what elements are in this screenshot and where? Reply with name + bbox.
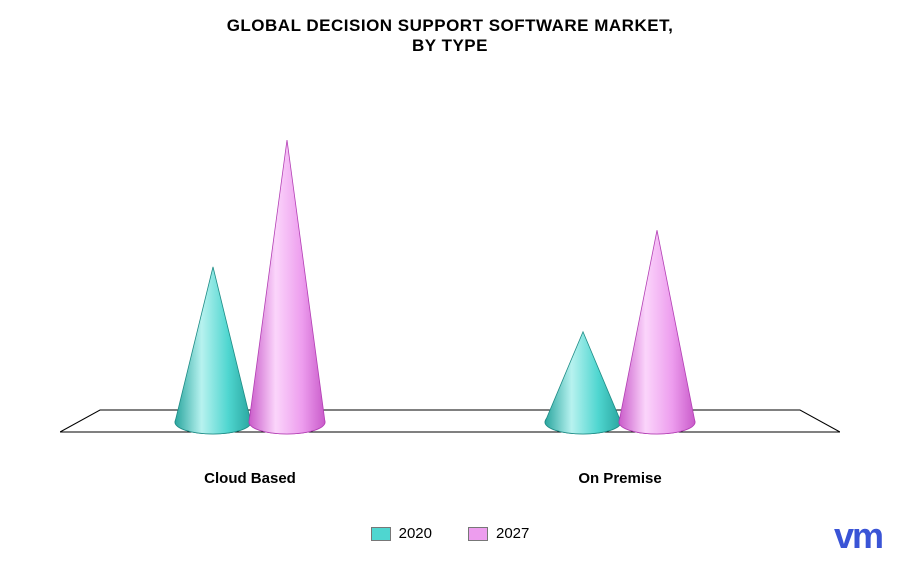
legend-label: 2020	[399, 525, 432, 542]
chart-plot-area	[60, 120, 840, 460]
chart-title-line2: BY TYPE	[0, 36, 900, 56]
chart-legend: 2020 2027	[0, 525, 900, 542]
watermark-logo: vm	[834, 518, 882, 554]
legend-item: 2020	[371, 525, 432, 542]
category-label: Cloud Based	[204, 470, 296, 487]
category-label: On Premise	[578, 470, 661, 487]
cone-on-premise-2027	[619, 230, 695, 434]
legend-swatch	[468, 527, 488, 541]
legend-swatch	[371, 527, 391, 541]
chart-svg	[60, 120, 840, 460]
legend-item: 2027	[468, 525, 529, 542]
chart-title-block: GLOBAL DECISION SUPPORT SOFTWARE MARKET,…	[0, 16, 900, 56]
chart-title-line1: GLOBAL DECISION SUPPORT SOFTWARE MARKET,	[0, 16, 900, 36]
cone-cloud-based-2020	[175, 267, 251, 434]
cone-cloud-based-2027	[249, 140, 325, 434]
cone-on-premise-2020	[545, 332, 621, 434]
legend-label: 2027	[496, 525, 529, 542]
